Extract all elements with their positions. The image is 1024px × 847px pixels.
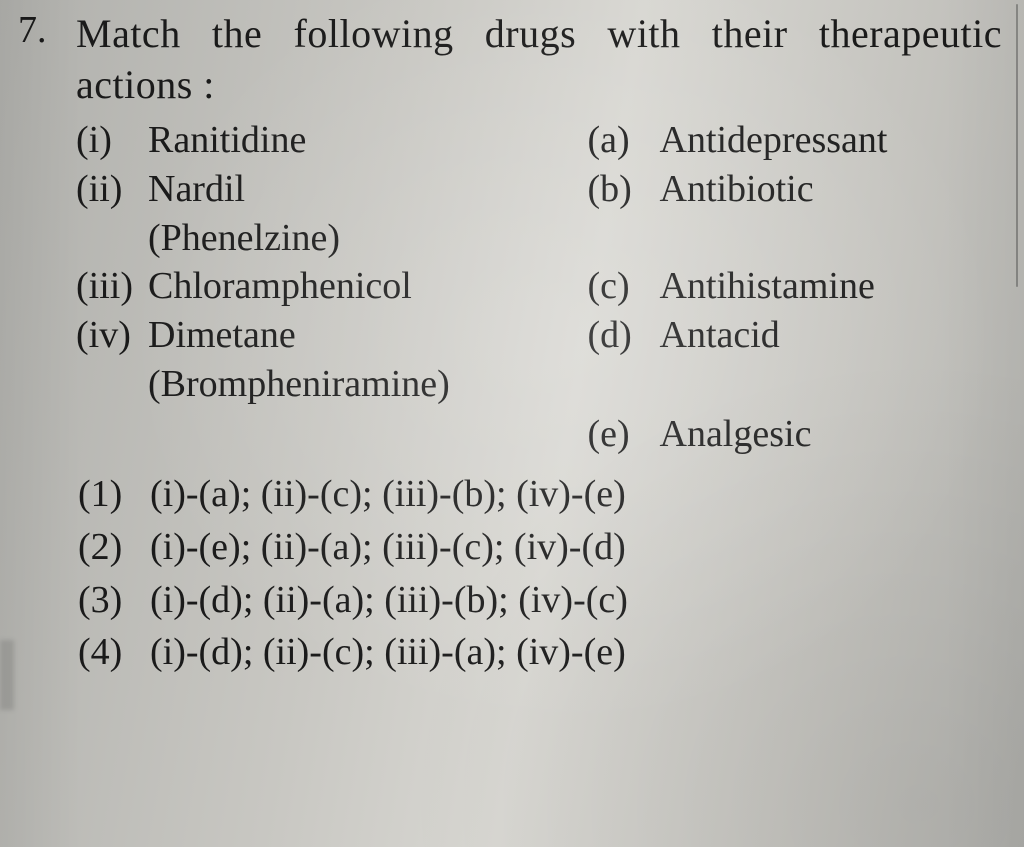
left-text: Nardil <box>148 165 245 214</box>
left-text: Chloramphenicol <box>148 262 412 311</box>
column-left: (i) Ranitidine (ii) Nardil (Phenelzine) … <box>76 116 588 408</box>
page-border-right <box>1016 4 1018 287</box>
right-marker: (c) <box>588 262 660 311</box>
left-text: Dimetane <box>148 311 296 360</box>
right-marker: (d) <box>588 311 660 360</box>
option: (3) (i)-(d); (ii)-(a); (iii)-(b); (iv)-(… <box>78 575 1006 626</box>
left-text: Ranitidine <box>148 116 306 165</box>
right-item: (c) Antihistamine <box>588 262 1007 311</box>
right-text: Analgesic <box>660 410 812 459</box>
option-marker: (4) <box>78 627 150 678</box>
question-block: 7. Match the following drugs with their … <box>18 8 1006 680</box>
option-marker: (1) <box>78 469 150 520</box>
left-marker: (ii) <box>76 165 148 214</box>
option-marker: (2) <box>78 522 150 573</box>
option: (4) (i)-(d); (ii)-(c); (iii)-(a); (iv)-(… <box>78 627 1006 678</box>
right-marker: (a) <box>588 116 660 165</box>
left-subtext: (Phenelzine) <box>76 214 588 263</box>
column-right: (a) Antidepressant (b) Antibiotic (c) An… <box>588 116 1007 408</box>
left-item: (ii) Nardil <box>76 165 588 214</box>
option-text: (i)-(d); (ii)-(c); (iii)-(a); (iv)-(e) <box>150 627 626 678</box>
question-number: 7. <box>18 8 76 52</box>
right-item: (d) Antacid <box>588 311 1007 360</box>
option-text: (i)-(d); (ii)-(a); (iii)-(b); (iv)-(c) <box>150 575 628 626</box>
left-item: (i) Ranitidine <box>76 116 588 165</box>
left-marker: (iii) <box>76 262 148 311</box>
option: (1) (i)-(a); (ii)-(c); (iii)-(b); (iv)-(… <box>78 469 1006 520</box>
right-item: (b) Antibiotic <box>588 165 1007 214</box>
scanned-page: 7. Match the following drugs with their … <box>0 0 1024 847</box>
option-marker: (3) <box>78 575 150 626</box>
right-item: (a) Antidepressant <box>588 116 1007 165</box>
left-item: (iv) Dimetane <box>76 311 588 360</box>
left-marker: (i) <box>76 116 148 165</box>
match-columns: (i) Ranitidine (ii) Nardil (Phenelzine) … <box>76 116 1006 408</box>
spacer <box>588 214 1007 263</box>
option-text: (i)-(a); (ii)-(c); (iii)-(b); (iv)-(e) <box>150 469 626 520</box>
left-marker: (iv) <box>76 311 148 360</box>
right-text: Antacid <box>660 311 780 360</box>
right-item-extra: (e) Analgesic <box>76 410 1006 459</box>
left-item: (iii) Chloramphenicol <box>76 262 588 311</box>
right-text: Antihistamine <box>660 262 875 311</box>
right-marker: (e) <box>588 410 660 459</box>
right-marker: (b) <box>588 165 660 214</box>
answer-options: (1) (i)-(a); (ii)-(c); (iii)-(b); (iv)-(… <box>76 469 1006 679</box>
right-text: Antibiotic <box>660 165 814 214</box>
right-text: Antidepressant <box>660 116 888 165</box>
option-text: (i)-(e); (ii)-(a); (iii)-(c); (iv)-(d) <box>150 522 626 573</box>
option: (2) (i)-(e); (ii)-(a); (iii)-(c); (iv)-(… <box>78 522 1006 573</box>
question-stem: Match the following drugs with their the… <box>76 8 1006 110</box>
binding-shadow <box>0 640 14 710</box>
question-body: Match the following drugs with their the… <box>76 8 1006 680</box>
left-subtext: (Brompheniramine) <box>76 360 588 409</box>
